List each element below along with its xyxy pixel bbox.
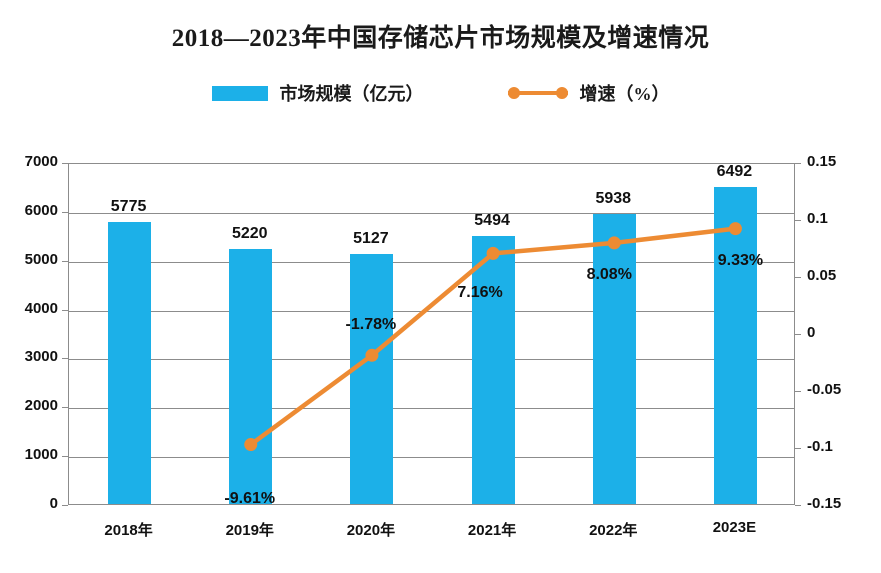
right-axis-tick-mark (795, 220, 801, 221)
right-axis-tick-label: 0.15 (807, 153, 837, 170)
growth-rate-line-series (244, 222, 742, 452)
left-axis-tick-mark (62, 309, 68, 311)
left-axis-tick-mark (62, 407, 68, 409)
bar-2019年 (229, 248, 273, 504)
bar-2023E (713, 186, 757, 504)
page-title: 2018—2023年中国存储芯片市场规模及增速情况 (171, 25, 710, 52)
growth-rate-value-label: -9.61% (224, 489, 276, 507)
left-axis-tick-label: 0 (49, 495, 58, 512)
gridline (69, 408, 794, 410)
gridline (69, 261, 794, 263)
data-point-marker-2022年 (607, 236, 621, 250)
x-axis-tick-label-2023E: 2023E (712, 519, 757, 536)
growth-rate-value-label: 9.33% (717, 251, 764, 269)
right-axis-tick-label: 0.05 (807, 267, 837, 284)
right-axis-tick-label: -0.15 (807, 495, 842, 512)
right-axis-tick-mark (795, 277, 801, 278)
gridline (69, 310, 794, 312)
bar-2018年 (108, 221, 152, 504)
legend-line-swatch-icon (507, 85, 568, 101)
growth-rate-value-label: -1.78% (345, 316, 397, 334)
right-axis-tick-mark (795, 163, 801, 164)
bar-2021年 (471, 235, 515, 504)
left-axis-tick-label: 3000 (24, 348, 58, 366)
left-axis-tick-label: 7000 (24, 153, 58, 170)
legend-item-market-size-label: 市场规模（亿元） (279, 84, 424, 104)
left-axis-tick-mark (62, 260, 68, 262)
chart-legend: 市场规模（亿元） 增速（%） (0, 80, 881, 106)
data-point-marker-2023E (728, 222, 742, 236)
right-axis-tick-mark (795, 391, 801, 392)
legend-item-market-size[interactable]: 市场规模（亿元） (211, 80, 424, 106)
right-axis-tick-label: -0.05 (807, 381, 842, 398)
x-axis-tick-label-2018年: 2018年 (104, 522, 153, 539)
left-axis-tick-mark (62, 456, 68, 458)
gridline (69, 457, 794, 459)
growth-rate-polyline (248, 226, 738, 447)
bar-2020年 (350, 253, 394, 504)
left-axis-tick-mark (62, 505, 68, 506)
legend-bar-swatch-icon (211, 85, 268, 101)
left-axis-tick-mark (62, 358, 68, 360)
bar-value-label: 5494 (474, 211, 510, 229)
x-axis-tick-label-2021年: 2021年 (467, 522, 517, 539)
right-axis-tick-mark (795, 448, 801, 449)
right-axis-tick-mark (795, 505, 801, 506)
bar-value-label: 5938 (595, 189, 632, 207)
right-axis-tick-mark (795, 334, 801, 335)
bar-value-label: 6492 (716, 162, 753, 180)
growth-rate-value-label: 7.16% (457, 284, 503, 302)
gridline (69, 212, 794, 214)
right-axis-tick-label: -0.1 (807, 438, 833, 455)
gridline (69, 359, 794, 361)
x-axis-tick-label-2020年: 2020年 (346, 522, 396, 539)
x-axis-tick-label-2022年: 2022年 (589, 522, 638, 539)
bar-2022年 (592, 213, 636, 504)
left-axis-tick-mark (62, 163, 68, 164)
bar-value-label: 5220 (231, 224, 268, 242)
left-axis-tick-mark (62, 211, 68, 213)
right-axis-tick-label: 0 (807, 324, 816, 341)
left-axis-tick-label: 5000 (24, 250, 58, 268)
left-axis-tick-label: 6000 (24, 201, 58, 219)
left-axis-tick-label: 1000 (24, 446, 58, 464)
bar-value-label: 5127 (353, 229, 389, 247)
legend-item-growth-rate[interactable]: 增速（%） (507, 80, 670, 106)
left-axis-tick-label: 4000 (24, 299, 58, 317)
growth-rate-value-label: 8.08% (586, 265, 632, 283)
data-point-marker-2021年 (486, 246, 500, 260)
legend-item-growth-rate-label: 增速（%） (579, 84, 670, 104)
left-axis-tick-label: 2000 (24, 397, 58, 415)
plot-area (68, 163, 795, 505)
data-point-marker-2019年 (244, 438, 258, 452)
data-point-marker-2020年 (365, 348, 379, 362)
bar-value-label: 5775 (110, 197, 147, 215)
right-axis-tick-label: 0.1 (807, 210, 828, 227)
x-axis-tick-label-2019年: 2019年 (225, 522, 274, 539)
